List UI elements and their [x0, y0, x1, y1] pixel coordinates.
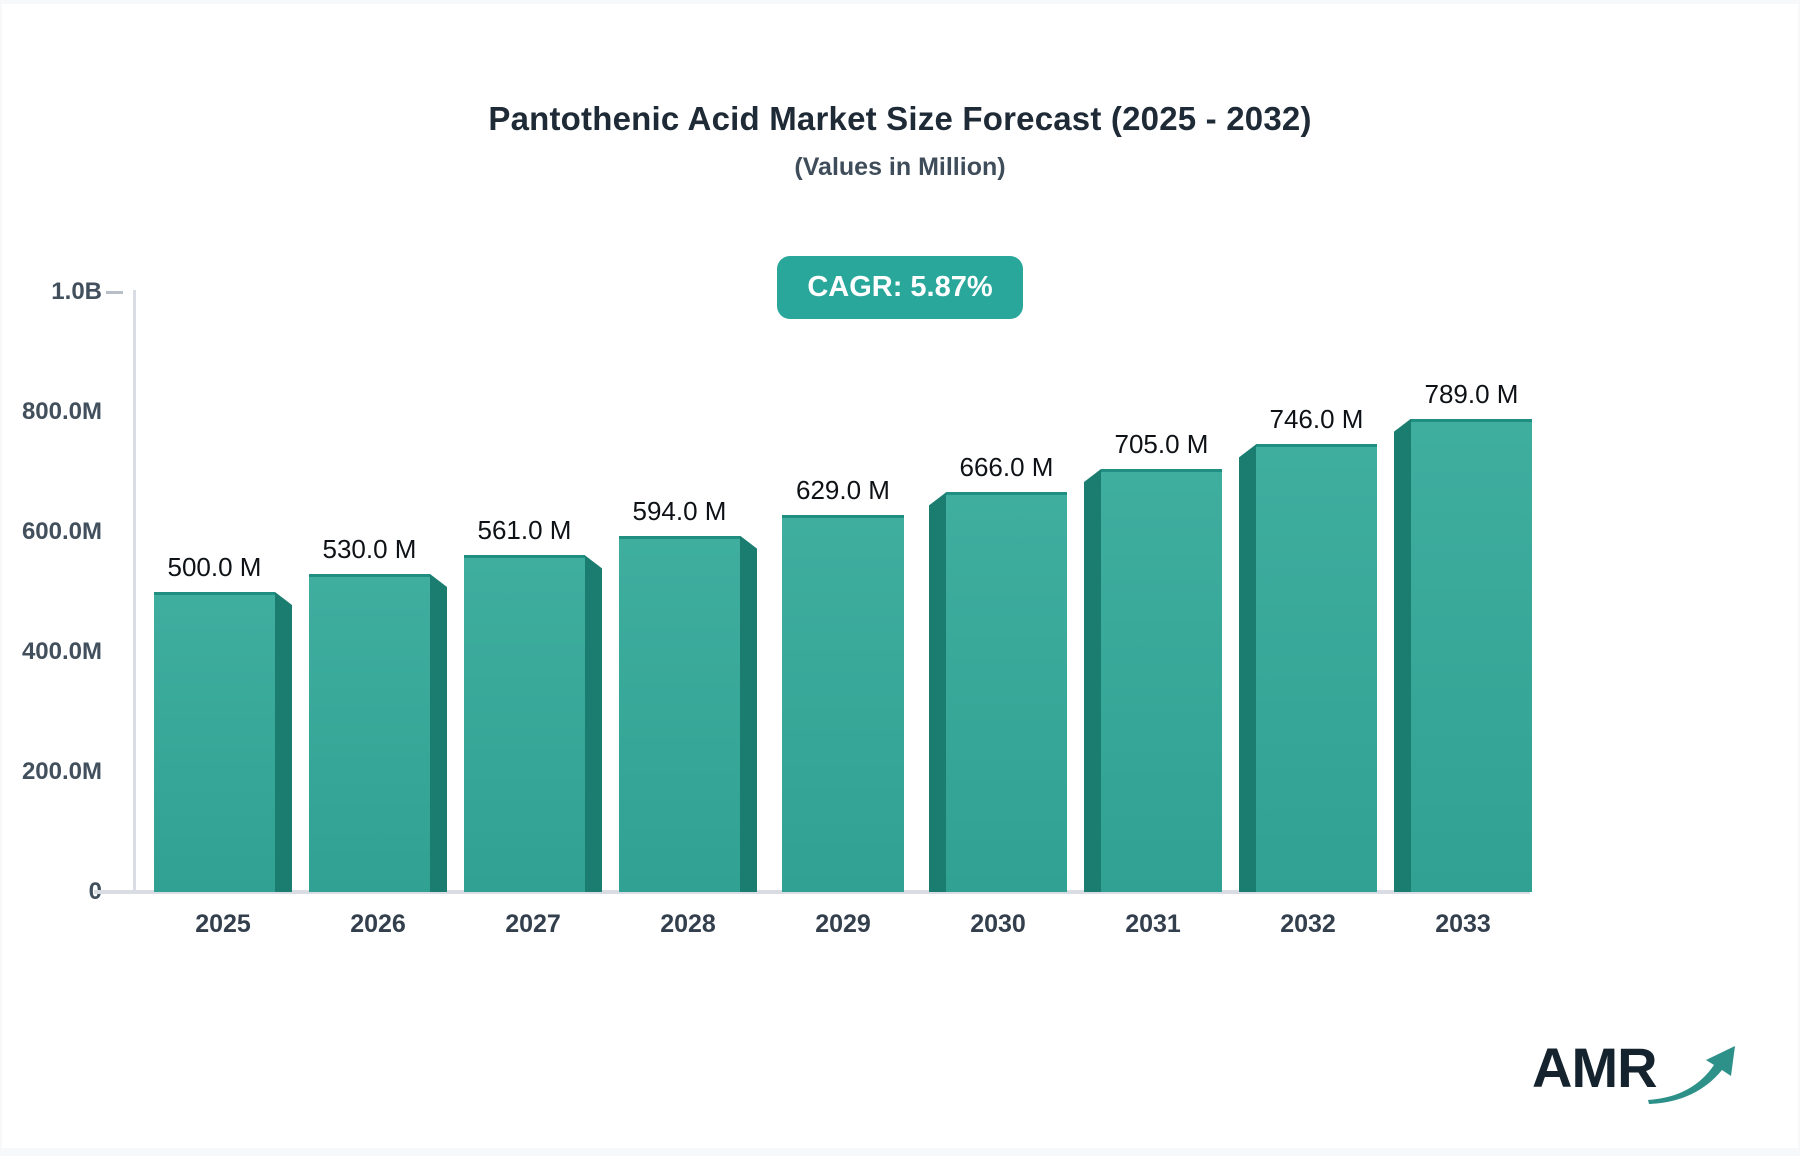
bar-value-label: 705.0 M	[1114, 429, 1209, 459]
x-tick-label-2026: 2026	[350, 910, 406, 938]
bar-2029: 629.0 M	[774, 475, 912, 892]
bar-column: 561.0 M	[464, 515, 602, 892]
bar-value-label: 746.0 M	[1269, 404, 1364, 435]
bar-value-label: 629.0 M	[796, 474, 890, 505]
cagr-badge: CAGR: 5.87%	[777, 256, 1023, 319]
y-tick-label-800.0M: 800.0M	[21, 398, 102, 425]
bar-value-label: 594.0 M	[632, 495, 727, 526]
bar-face	[464, 555, 585, 892]
bar-face	[619, 535, 740, 892]
x-tick-label-2033: 2033	[1435, 910, 1491, 938]
bar-face	[1256, 444, 1377, 892]
chart-card: Pantothenic Acid Market Size Forecast (2…	[2, 4, 1798, 1148]
bar-value-label: 789.0 M	[1424, 378, 1519, 409]
bar-2032: 746.0 M	[1239, 404, 1377, 892]
x-axis-line	[94, 890, 1530, 894]
bar-value-label: 666.0 M	[959, 452, 1054, 483]
bar-2031: 705.0 M	[1084, 429, 1222, 892]
bar-2027: 561.0 M	[464, 515, 602, 892]
bar-3d-side	[1239, 444, 1256, 892]
bar-value-label: 500.0 M	[167, 552, 262, 582]
cagr-badge-wrap: CAGR: 5.87%	[2, 256, 1798, 319]
x-tick-label-2028: 2028	[660, 910, 716, 938]
y-tick-label-400.0M: 400.0M	[21, 638, 102, 665]
bar-column: 594.0 M	[619, 496, 757, 892]
bar-3d-side	[1084, 469, 1101, 892]
y-tick-label-200.0M: 200.0M	[21, 758, 102, 785]
bar-face	[1411, 418, 1532, 892]
bar-3d-side	[929, 492, 946, 892]
x-tick-label-2025: 2025	[195, 910, 251, 938]
bar-face	[782, 514, 904, 892]
bar-face	[309, 574, 430, 892]
bar-2030: 666.0 M	[929, 452, 1067, 892]
bar-value-label: 561.0 M	[477, 515, 572, 546]
bar-column: 789.0 M	[1394, 379, 1532, 892]
bar-column: 530.0 M	[309, 534, 447, 892]
bar-face	[946, 492, 1067, 892]
x-tick-label-2030: 2030	[970, 910, 1026, 938]
x-tick-label-2027: 2027	[505, 910, 561, 938]
bar-2028: 594.0 M	[619, 496, 757, 892]
bar-column: 746.0 M	[1239, 404, 1377, 892]
bar-column: 705.0 M	[1084, 429, 1222, 892]
bar-value-label: 530.0 M	[322, 534, 417, 564]
y-axis-line	[133, 290, 136, 892]
bar-2033: 789.0 M	[1394, 379, 1532, 892]
bar-face	[1101, 469, 1222, 892]
y-tick-label-1.0B: 1.0B	[51, 278, 102, 305]
bar-3d-side	[430, 574, 447, 892]
y-tick-label-600.0M: 600.0M	[21, 518, 102, 545]
bar-3d-side	[275, 592, 292, 892]
bar-3d-side	[1394, 418, 1411, 892]
plot-area: 500.0 M 530.0 M 561.0 M 594.0 M 629.0 M 666.0…	[154, 292, 1532, 892]
chart-title: Pantothenic Acid Market Size Forecast (2…	[488, 100, 1312, 137]
y-tick-dash	[106, 290, 123, 294]
y-tick-label-0: 0	[2, 878, 102, 906]
x-axis-labels: 2025 2026 2027 2028 2029 2030 2031 2032 2033	[154, 910, 1532, 939]
chart-subtitle: (Values in Million)	[794, 153, 1006, 181]
bar-column: 666.0 M	[929, 452, 1067, 892]
bar-3d-side	[740, 535, 757, 892]
amr-logo: AMR	[1532, 1040, 1739, 1111]
bar-2026: 530.0 M	[309, 534, 447, 892]
x-tick-label-2029: 2029	[815, 910, 871, 938]
bar-2025: 500.0 M	[154, 552, 292, 892]
x-tick-label-2031: 2031	[1125, 910, 1181, 938]
bar-3d-side	[585, 555, 602, 892]
bar-face	[154, 592, 275, 892]
bar-column: 629.0 M	[774, 475, 912, 892]
growth-arrow-icon	[1647, 1042, 1739, 1111]
bar-column: 500.0 M	[154, 552, 292, 892]
x-tick-label-2032: 2032	[1280, 910, 1336, 938]
amr-logo-text: AMR	[1532, 1036, 1658, 1099]
